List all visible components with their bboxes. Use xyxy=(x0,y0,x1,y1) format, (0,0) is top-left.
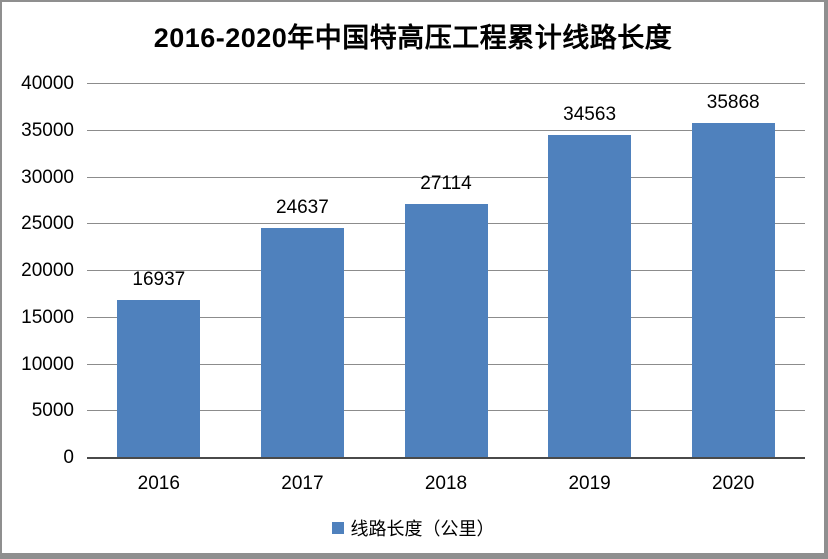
gridline xyxy=(87,176,805,178)
x-axis-line xyxy=(87,457,805,459)
y-tick-label: 35000 xyxy=(21,119,74,141)
bar-value-label: 24637 xyxy=(275,196,329,218)
bar-2019 xyxy=(548,134,632,458)
gridline xyxy=(87,129,805,131)
bar-value-label: 35868 xyxy=(706,91,760,113)
y-tick-label: 40000 xyxy=(21,73,74,94)
bar-2018 xyxy=(404,204,488,458)
y-axis: 0 5000 10000 15000 20000 25000 30000 35000 40000 xyxy=(2,73,74,468)
legend: 线路长度（公里） xyxy=(2,515,824,541)
legend-label: 线路长度（公里） xyxy=(350,519,495,539)
y-tick-label: 15000 xyxy=(21,306,74,328)
y-tick-label: 10000 xyxy=(21,353,74,375)
x-axis: 2016 2017 2018 2019 2020 xyxy=(87,473,805,497)
y-tick-label: 0 xyxy=(63,447,74,468)
y-tick-label: 30000 xyxy=(21,166,74,188)
x-tick-label: 2019 xyxy=(568,473,611,494)
chart-title: 2016-2020年中国特高压工程累计线路长度 xyxy=(153,23,673,53)
y-tick-label: 5000 xyxy=(31,400,74,422)
gridline xyxy=(87,83,805,84)
bar-2020 xyxy=(691,122,775,458)
plot-area: 16937 24637 27114 34563 35868 xyxy=(87,83,805,459)
bar-value-label: 27114 xyxy=(420,173,472,195)
x-tick-label: 2018 xyxy=(424,473,468,494)
bar-value-label: 16937 xyxy=(132,268,186,290)
y-tick-label: 25000 xyxy=(21,213,74,235)
x-tick-label: 2016 xyxy=(137,473,180,494)
legend-swatch-icon xyxy=(331,522,344,534)
x-tick-label: 2020 xyxy=(712,473,755,494)
bar-value-label: 34563 xyxy=(563,103,617,125)
y-tick-label: 20000 xyxy=(21,260,74,281)
x-tick-label: 2017 xyxy=(281,473,324,494)
bar-2016 xyxy=(117,299,201,458)
bar-2017 xyxy=(260,227,344,458)
